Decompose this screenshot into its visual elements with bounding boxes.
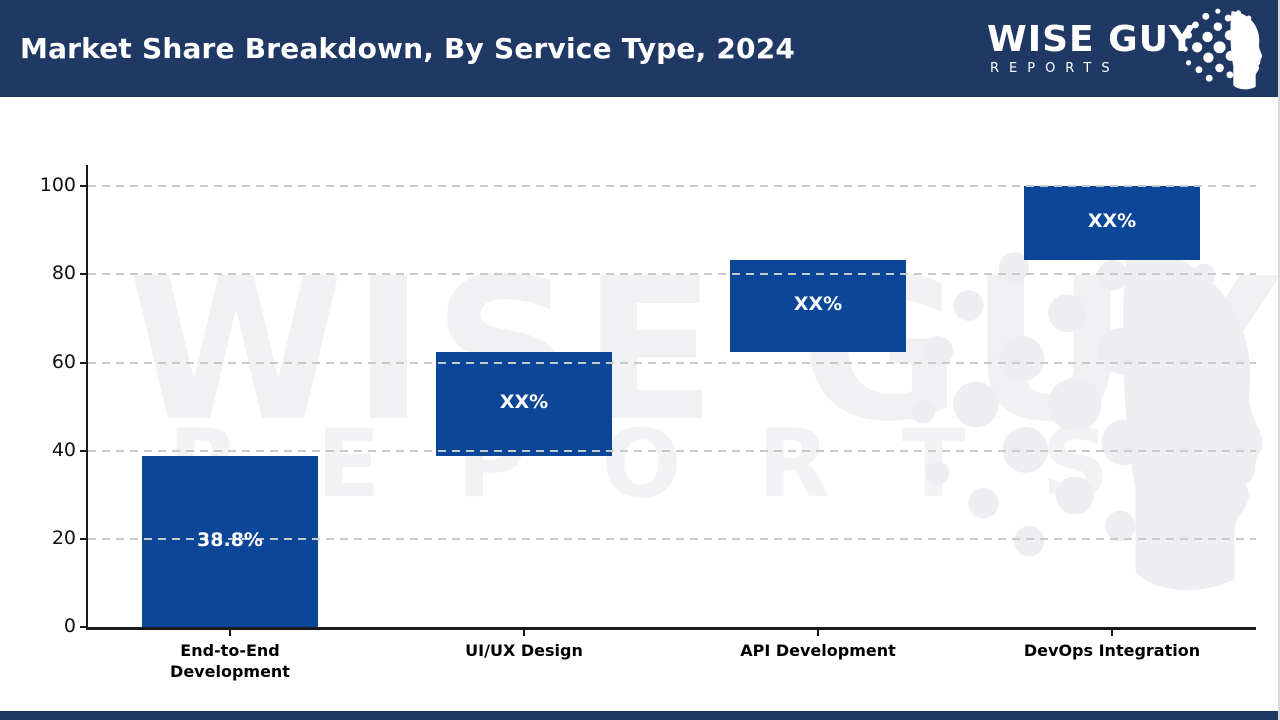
y-axis-line: [86, 165, 88, 629]
footer-bar: [0, 711, 1278, 720]
watermark-reports-text: REPORTS: [168, 410, 1186, 519]
bar-value-label-1: 38.8%: [197, 528, 263, 551]
logo-text: WISE GUY REPORTS: [986, 18, 1196, 76]
gridline-80: [88, 273, 1256, 276]
category-label-1: End-to-End Development: [120, 640, 340, 682]
x-tick-1: [229, 630, 231, 636]
x-tick-4: [1111, 630, 1113, 636]
x-axis-line: [86, 627, 1256, 630]
bar-value-label-2: XX%: [499, 391, 549, 413]
category-label-2: UI/UX Design: [414, 640, 634, 661]
category-label-line: End-to-End: [180, 641, 280, 660]
y-tick-label-100: 100: [39, 174, 76, 197]
y-tick-label-0: 0: [63, 615, 76, 637]
category-label-line: UI/UX Design: [465, 641, 583, 660]
y-tick-20: [80, 537, 88, 540]
logo-wordmark: WISE GUY: [986, 18, 1196, 60]
y-tick-label-80: 80: [51, 262, 76, 285]
y-tick-0: [80, 626, 88, 628]
logo-reports-text: REPORTS: [989, 60, 1120, 76]
y-tick-label-40: 40: [51, 438, 76, 461]
y-tick-40: [80, 449, 88, 452]
category-label-line: DevOps Integration: [1023, 641, 1201, 660]
category-label-line: Development: [170, 662, 290, 681]
wiseguy-logo: WISE GUY REPORTS: [986, 6, 1278, 92]
header-bar: Market Share Breakdown, By Service Type,…: [0, 0, 1278, 97]
watermark-head-icon: [911, 233, 1263, 591]
bar-1: [142, 456, 318, 627]
gridline-20: [88, 537, 1256, 540]
y-tick-label-20: 20: [51, 526, 76, 549]
y-tick-60: [80, 361, 88, 364]
y-tick-80: [80, 273, 88, 276]
gridline-100: [88, 185, 1256, 188]
bar-4: [1024, 186, 1200, 260]
bar-2: [436, 352, 612, 456]
x-tick-2: [523, 630, 525, 636]
category-label-3: API Development: [708, 640, 928, 661]
page-title: Market Share Breakdown, By Service Type,…: [20, 32, 796, 65]
y-tick-100: [80, 185, 88, 188]
category-label-4: DevOps Integration: [1002, 640, 1222, 661]
gridline-60: [88, 361, 1256, 364]
bar-value-label-3: XX%: [793, 292, 843, 315]
gridline-40: [88, 449, 1256, 452]
y-tick-label-60: 60: [51, 350, 76, 373]
bar-value-label-4: XX%: [1087, 210, 1137, 233]
x-tick-3: [817, 630, 819, 636]
category-label-line: API Development: [740, 641, 896, 660]
